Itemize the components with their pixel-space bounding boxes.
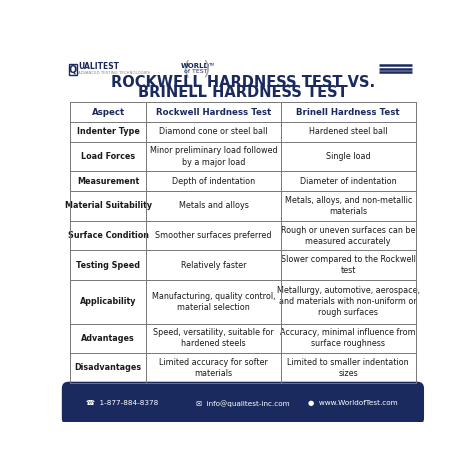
Text: Testing Speed: Testing Speed [76, 261, 140, 270]
Text: UALITEST: UALITEST [78, 62, 119, 71]
Text: Slower compared to the Rockwell
test: Slower compared to the Rockwell test [281, 255, 416, 275]
Text: Diameter of indentation: Diameter of indentation [300, 177, 397, 186]
Text: Q: Q [69, 64, 77, 74]
Text: Aspect: Aspect [91, 108, 125, 117]
Text: Material Suitability: Material Suitability [64, 201, 152, 210]
Text: Load Forces: Load Forces [81, 152, 135, 161]
Text: Depth of indentation: Depth of indentation [172, 177, 255, 186]
Text: ✉  info@qualitest-inc.com: ✉ info@qualitest-inc.com [196, 400, 290, 407]
Text: ●  www.WorldofTest.com: ● www.WorldofTest.com [308, 400, 398, 406]
Text: ): ) [202, 60, 210, 79]
Text: Accuracy, minimal influence from
surface roughness: Accuracy, minimal influence from surface… [281, 328, 416, 348]
Text: Limited to smaller indentation
sizes: Limited to smaller indentation sizes [287, 358, 409, 378]
Text: Rough or uneven surfaces can be
measured accurately: Rough or uneven surfaces can be measured… [281, 226, 416, 246]
Text: ROCKWELL HARDNESS TEST VS.: ROCKWELL HARDNESS TEST VS. [111, 75, 375, 90]
Text: Speed, versatility, suitable for
hardened steels: Speed, versatility, suitable for hardene… [153, 328, 274, 348]
Text: ☎  1-877-884-8378: ☎ 1-877-884-8378 [86, 400, 158, 406]
Text: Hardened steel ball: Hardened steel ball [309, 128, 387, 137]
Text: Rockwell Hardness Test: Rockwell Hardness Test [156, 108, 271, 117]
Text: TM: TM [208, 63, 214, 67]
Text: Manufacturing, quality control,
material selection: Manufacturing, quality control, material… [152, 292, 275, 312]
FancyBboxPatch shape [62, 382, 424, 425]
Text: Smoother surfaces preferred: Smoother surfaces preferred [155, 231, 272, 240]
Text: WORLD: WORLD [181, 64, 210, 69]
Text: Brinell Hardness Test: Brinell Hardness Test [296, 108, 400, 117]
Text: Minor preliminary load followed
by a major load: Minor preliminary load followed by a maj… [150, 146, 277, 166]
Text: Metallurgy, automotive, aerospace,
and materials with non-uniform or
rough surfa: Metallurgy, automotive, aerospace, and m… [277, 286, 420, 318]
Text: Metals, alloys, and non-metallic
materials: Metals, alloys, and non-metallic materia… [284, 196, 412, 216]
Text: Surface Condition: Surface Condition [68, 231, 149, 240]
Text: Relatively faster: Relatively faster [181, 261, 246, 270]
Text: of TEST: of TEST [184, 69, 208, 73]
Text: Applicability: Applicability [80, 297, 137, 306]
Text: ADVANCED TESTING TECHNOLOGIES: ADVANCED TESTING TECHNOLOGIES [78, 71, 150, 74]
Text: Advantages: Advantages [82, 334, 135, 343]
Text: Single load: Single load [326, 152, 371, 161]
Text: Metals and alloys: Metals and alloys [179, 201, 248, 210]
Text: Limited accuracy for softer
materials: Limited accuracy for softer materials [159, 358, 268, 378]
Text: Indenter Type: Indenter Type [77, 128, 140, 137]
Text: (: ( [182, 60, 190, 79]
Text: Measurement: Measurement [77, 177, 139, 186]
Text: Disadvantages: Disadvantages [75, 364, 142, 373]
Text: Diamond cone or steel ball: Diamond cone or steel ball [159, 128, 268, 137]
Text: BRINELL HARDNESS TEST: BRINELL HARDNESS TEST [138, 85, 348, 100]
